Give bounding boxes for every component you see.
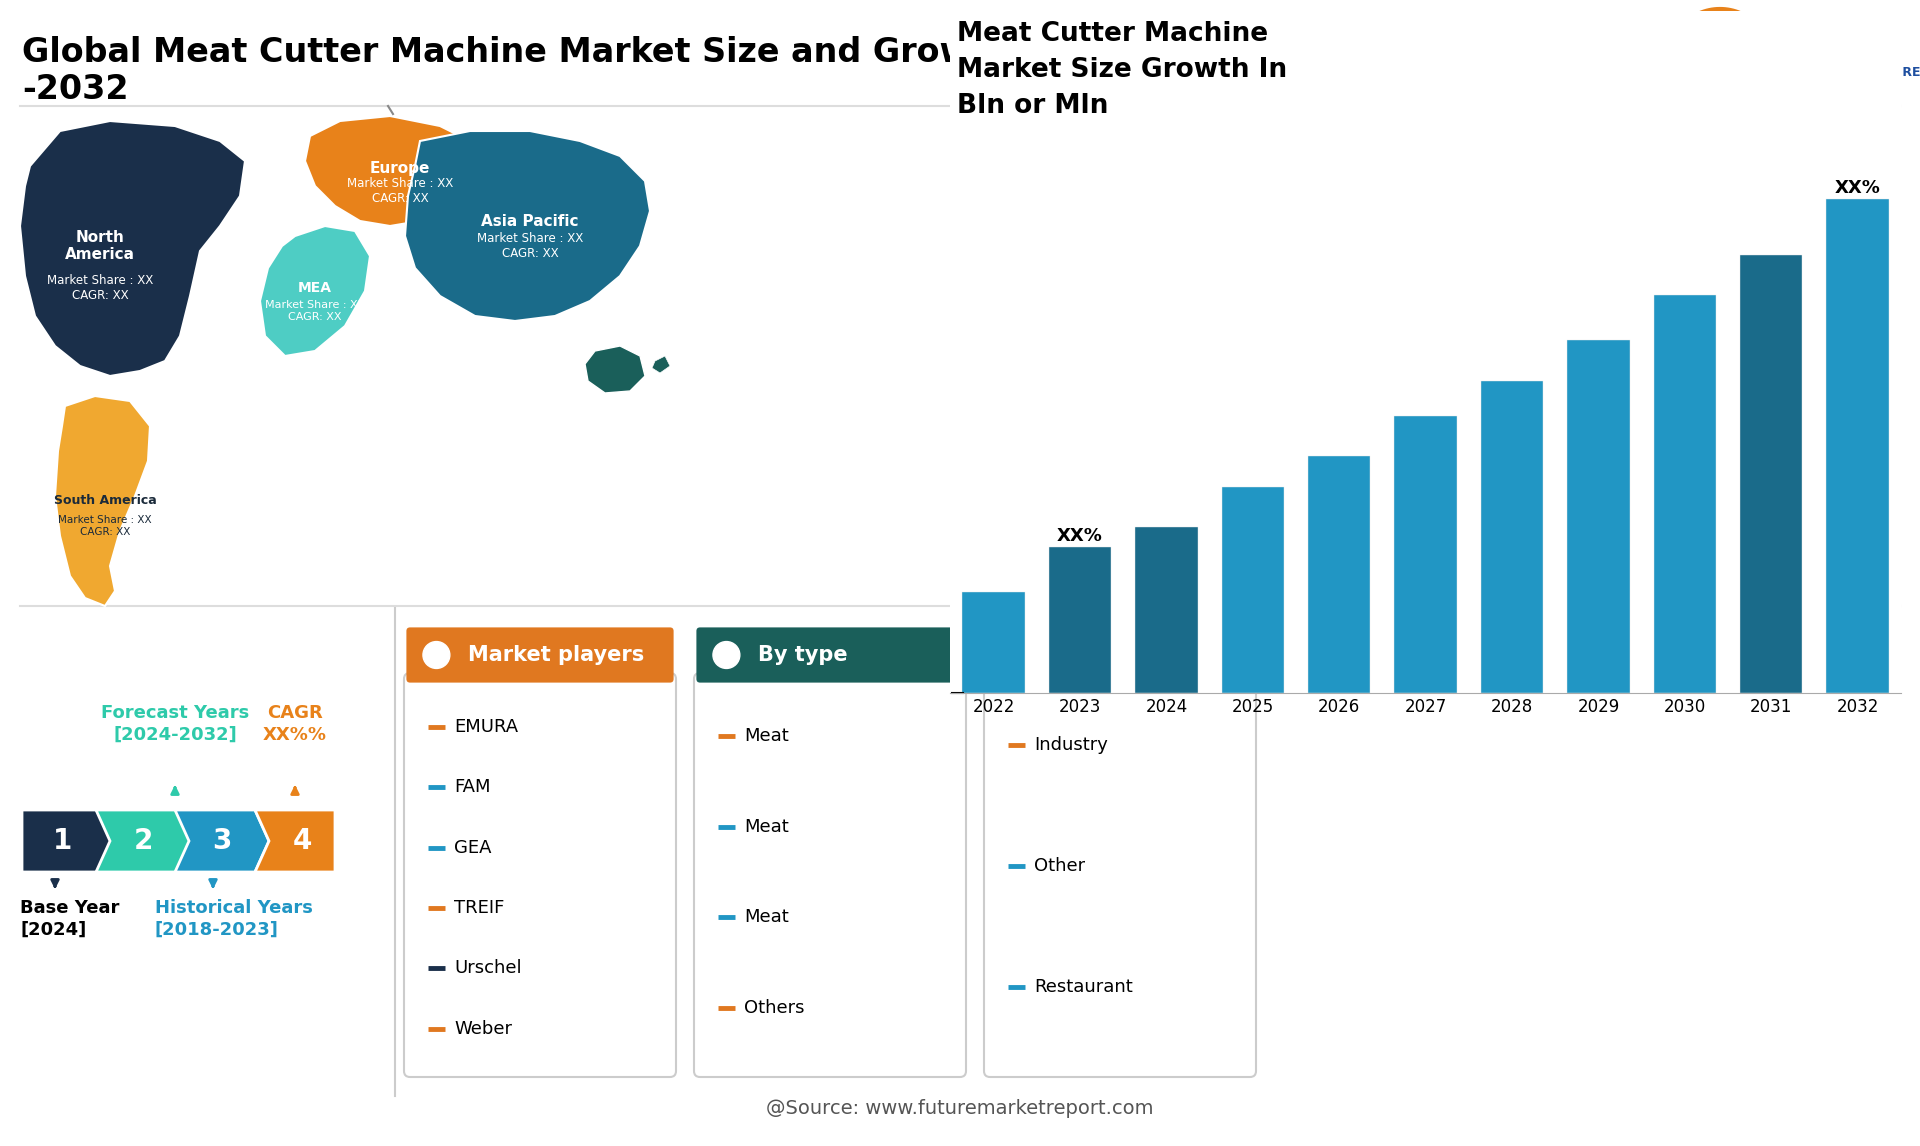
Text: Historical Years
[2018-2023]: Historical Years [2018-2023] bbox=[156, 898, 313, 940]
Text: XX%: XX% bbox=[1058, 527, 1102, 545]
Polygon shape bbox=[19, 121, 246, 376]
Text: CAGR
XX%%: CAGR XX%% bbox=[263, 704, 326, 744]
Bar bbox=[1048, 547, 1112, 693]
Text: Meat: Meat bbox=[745, 908, 789, 926]
Text: North
America: North America bbox=[65, 230, 134, 262]
Polygon shape bbox=[21, 810, 115, 872]
Text: Base Year
[2024]: Base Year [2024] bbox=[19, 898, 119, 940]
Text: Other: Other bbox=[1035, 857, 1085, 874]
Polygon shape bbox=[405, 131, 651, 321]
Text: Market Share : XX
CAGR: XX: Market Share : XX CAGR: XX bbox=[58, 516, 152, 536]
Text: Weber: Weber bbox=[453, 1020, 513, 1038]
Text: Others: Others bbox=[745, 998, 804, 1017]
Text: MEA: MEA bbox=[298, 281, 332, 295]
Circle shape bbox=[712, 642, 739, 668]
Polygon shape bbox=[175, 810, 269, 872]
Text: Meat: Meat bbox=[745, 817, 789, 835]
FancyBboxPatch shape bbox=[697, 627, 964, 683]
Polygon shape bbox=[96, 810, 190, 872]
Text: Restaurant: Restaurant bbox=[1035, 978, 1133, 996]
Circle shape bbox=[422, 642, 449, 668]
Bar bbox=[1308, 456, 1371, 693]
FancyBboxPatch shape bbox=[403, 673, 676, 1077]
Polygon shape bbox=[259, 226, 371, 356]
Polygon shape bbox=[653, 356, 670, 372]
Bar bbox=[1567, 340, 1630, 693]
FancyBboxPatch shape bbox=[407, 627, 674, 683]
Text: GEA: GEA bbox=[453, 839, 492, 857]
Bar bbox=[1135, 527, 1198, 693]
Text: @Source: www.futuremarketreport.com: @Source: www.futuremarketreport.com bbox=[766, 1099, 1154, 1117]
Text: FMR: FMR bbox=[1780, 26, 1868, 60]
Circle shape bbox=[1674, 16, 1764, 105]
Text: 4: 4 bbox=[292, 827, 311, 855]
Text: FAM: FAM bbox=[453, 778, 490, 796]
Text: Market Share : XX
CAGR: XX: Market Share : XX CAGR: XX bbox=[46, 274, 154, 303]
Polygon shape bbox=[56, 397, 150, 606]
Text: XX%: XX% bbox=[1836, 179, 1880, 197]
Text: Global Meat Cutter Machine Market Size and Growth | CAGR Forecast 2024: Global Meat Cutter Machine Market Size a… bbox=[21, 36, 1427, 70]
Circle shape bbox=[1002, 642, 1029, 668]
Text: Market Share : XX
CAGR: XX: Market Share : XX CAGR: XX bbox=[476, 231, 584, 260]
Text: South America: South America bbox=[54, 495, 156, 508]
Bar bbox=[1480, 380, 1544, 693]
Text: Market players: Market players bbox=[468, 645, 643, 665]
Text: Market Share : XX
CAGR: XX: Market Share : XX CAGR: XX bbox=[348, 176, 453, 205]
Text: Asia Pacific: Asia Pacific bbox=[482, 213, 578, 228]
Text: 1: 1 bbox=[52, 827, 71, 855]
Text: -2032: -2032 bbox=[21, 73, 129, 105]
FancyBboxPatch shape bbox=[987, 627, 1254, 683]
Text: Forecast Years
[2024-2032]: Forecast Years [2024-2032] bbox=[102, 704, 250, 744]
Text: By application: By application bbox=[1048, 645, 1215, 665]
Bar bbox=[962, 592, 1025, 693]
Polygon shape bbox=[255, 810, 334, 872]
Text: EMURA: EMURA bbox=[453, 719, 518, 736]
Text: Industry: Industry bbox=[1035, 736, 1108, 754]
FancyBboxPatch shape bbox=[693, 673, 966, 1077]
Text: 3: 3 bbox=[213, 827, 232, 855]
FancyBboxPatch shape bbox=[983, 673, 1256, 1077]
Polygon shape bbox=[586, 346, 645, 393]
Bar bbox=[1740, 254, 1803, 693]
Text: Europe: Europe bbox=[371, 160, 430, 175]
Bar bbox=[1394, 416, 1457, 693]
Text: By type: By type bbox=[758, 645, 847, 665]
Text: Meat Cutter Machine
Market Size Growth In
Bln or Mln: Meat Cutter Machine Market Size Growth I… bbox=[958, 22, 1288, 119]
Text: TREIF: TREIF bbox=[453, 900, 505, 917]
Bar bbox=[1221, 487, 1284, 693]
Text: Urschel: Urschel bbox=[453, 959, 522, 978]
Text: FUTURE MARKET REPORT: FUTURE MARKET REPORT bbox=[1780, 66, 1920, 79]
Bar bbox=[1653, 295, 1716, 693]
Text: Meat: Meat bbox=[745, 728, 789, 745]
Text: Market Share : XX
CAGR: XX: Market Share : XX CAGR: XX bbox=[265, 300, 365, 322]
Text: 2: 2 bbox=[132, 827, 154, 855]
Polygon shape bbox=[305, 116, 490, 226]
Bar bbox=[1826, 199, 1889, 693]
